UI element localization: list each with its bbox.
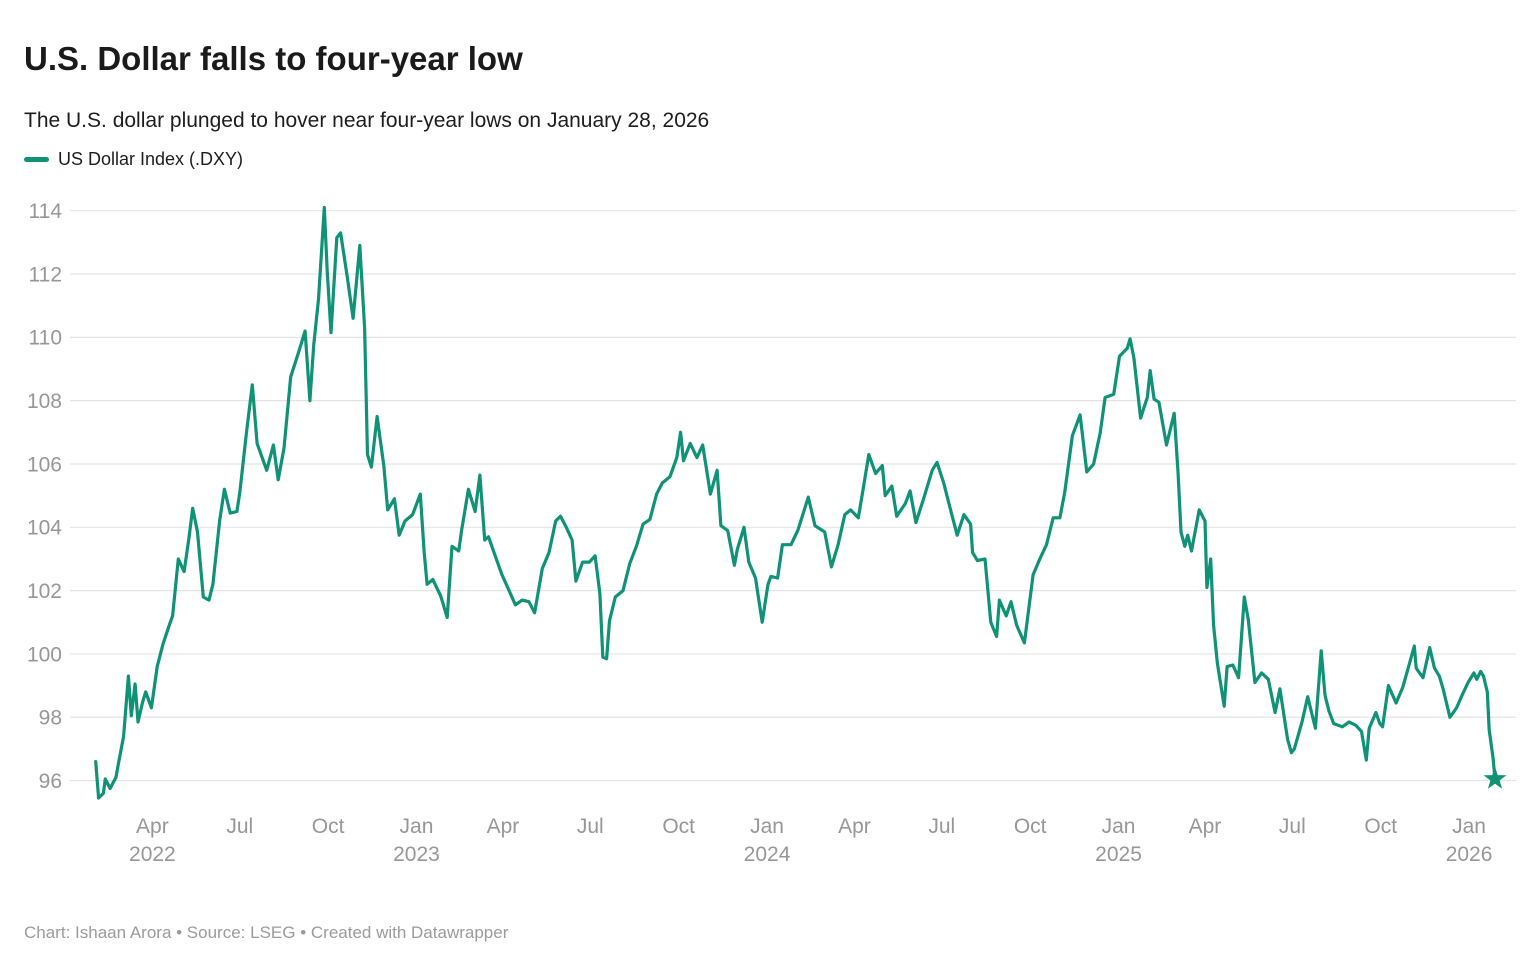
x-axis-year-2025: 2025 (1095, 843, 1142, 866)
x-axis-label-Jan2024: Jan (750, 815, 784, 838)
y-axis-label-104: 104 (27, 517, 62, 540)
y-axis-label-114: 114 (29, 200, 63, 223)
x-axis-year-2023: 2023 (393, 843, 440, 866)
y-axis-label-98: 98 (39, 707, 62, 730)
x-axis-label-Oct: Oct (1014, 815, 1047, 838)
y-axis-label-102: 102 (27, 580, 62, 603)
y-axis-label-96: 96 (39, 770, 62, 793)
x-axis-label-Jul: Jul (928, 815, 955, 838)
x-axis-label-Jan2026: Jan (1452, 815, 1486, 838)
y-axis-label-108: 108 (27, 390, 62, 413)
legend-line-swatch (24, 157, 49, 162)
x-axis-label-Jan2025: Jan (1102, 815, 1136, 838)
x-axis-year-2022: 2022 (129, 843, 176, 866)
end-star-icon (1483, 767, 1507, 789)
x-axis-label-Jan2023: Jan (400, 815, 434, 838)
chart-title: U.S. Dollar falls to four-year low (24, 40, 523, 78)
x-axis-label-Apr: Apr (487, 815, 520, 838)
dxy-line (94, 205, 1497, 800)
x-axis-label-Oct: Oct (312, 815, 345, 838)
y-axis-label-110: 110 (29, 327, 62, 350)
x-axis-label-Jul: Jul (226, 815, 253, 838)
chart-subtitle: The U.S. dollar plunged to hover near fo… (24, 109, 710, 132)
x-axis-label-Apr: Apr (1189, 815, 1222, 838)
x-axis-label-Jul: Jul (1279, 815, 1306, 838)
legend: US Dollar Index (.DXY) (24, 149, 243, 170)
y-axis-label-100: 100 (27, 643, 62, 666)
x-axis-year-2024: 2024 (744, 843, 791, 866)
x-axis-label-Apr2022: Apr (136, 815, 169, 838)
x-axis-label-Oct: Oct (1364, 815, 1397, 838)
x-axis-label-Apr: Apr (838, 815, 871, 838)
x-axis-label-Jul: Jul (577, 815, 604, 838)
y-axis-label-112: 112 (29, 263, 62, 286)
chart-footer: Chart: Ishaan Arora • Source: LSEG • Cre… (24, 923, 509, 942)
legend-label: US Dollar Index (.DXY) (58, 149, 244, 169)
x-axis-year-2026: 2026 (1446, 843, 1493, 866)
x-axis-label-Oct: Oct (662, 815, 695, 838)
y-axis-label-106: 106 (27, 453, 62, 476)
